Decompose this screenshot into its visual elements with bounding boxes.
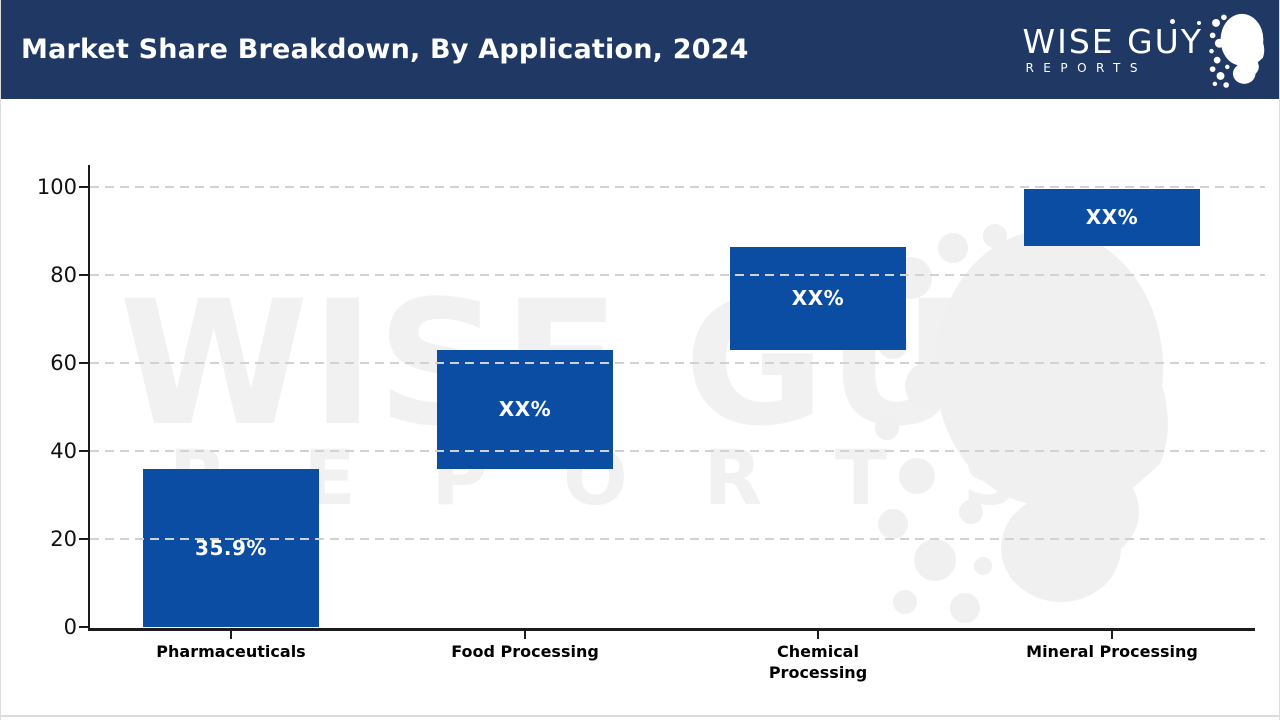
header-bar: Market Share Breakdown, By Application, … bbox=[1, 0, 1279, 99]
x-tick-mark bbox=[524, 631, 526, 639]
gridline bbox=[90, 186, 1265, 188]
logo-reports-text: REPORTS bbox=[1025, 60, 1147, 75]
logo-wordmark-block: WISE GUY REPORTS bbox=[1022, 18, 1203, 75]
gridline bbox=[90, 450, 1265, 452]
y-tick-label: 60 bbox=[50, 351, 77, 375]
bar: XX% bbox=[1024, 188, 1200, 246]
y-tick-mark bbox=[79, 450, 88, 452]
y-tick-label: 100 bbox=[36, 175, 77, 199]
x-axis-label: Mineral Processing bbox=[1026, 642, 1198, 661]
x-tick-mark bbox=[230, 631, 232, 639]
x-axis-spine bbox=[88, 628, 1255, 631]
wiseguy-head-icon bbox=[1209, 13, 1265, 88]
y-tick-label: 40 bbox=[50, 439, 77, 463]
x-axis-label: Food Processing bbox=[451, 642, 599, 661]
bar: XX% bbox=[437, 349, 613, 470]
y-axis-spine bbox=[88, 165, 90, 630]
y-tick-mark bbox=[79, 626, 88, 628]
bar-value-label: 35.9% bbox=[195, 536, 267, 560]
bar: XX% bbox=[730, 246, 906, 350]
x-axis-label: Pharmaceuticals bbox=[156, 642, 306, 661]
bar-value-label: XX% bbox=[1085, 205, 1139, 230]
y-tick-label: 0 bbox=[63, 615, 77, 639]
y-tick-label: 20 bbox=[50, 527, 77, 551]
bottom-divider bbox=[1, 715, 1279, 717]
page-title: Market Share Breakdown, By Application, … bbox=[21, 34, 749, 65]
logo-wordmark: WISE GUY bbox=[1022, 21, 1203, 61]
y-tick-mark bbox=[79, 274, 88, 276]
gridline bbox=[90, 274, 1265, 276]
logo-dot-icon bbox=[1197, 20, 1201, 25]
bar: 35.9% bbox=[143, 469, 319, 627]
y-tick-mark bbox=[79, 538, 88, 540]
wiseguy-logo: WISE GUY REPORTS bbox=[1022, 7, 1279, 93]
bar-value-label: XX% bbox=[498, 397, 552, 422]
bar-value-label: XX% bbox=[791, 286, 845, 311]
x-axis-label: Chemical Processing bbox=[768, 642, 868, 682]
logo-dot-icon bbox=[1170, 18, 1175, 24]
gridline bbox=[90, 362, 1265, 364]
y-tick-label: 80 bbox=[50, 263, 77, 287]
y-tick-mark bbox=[79, 362, 88, 364]
y-tick-mark bbox=[79, 186, 88, 188]
gridline bbox=[90, 538, 1265, 540]
x-tick-mark bbox=[1111, 631, 1113, 639]
x-tick-mark bbox=[817, 631, 819, 639]
